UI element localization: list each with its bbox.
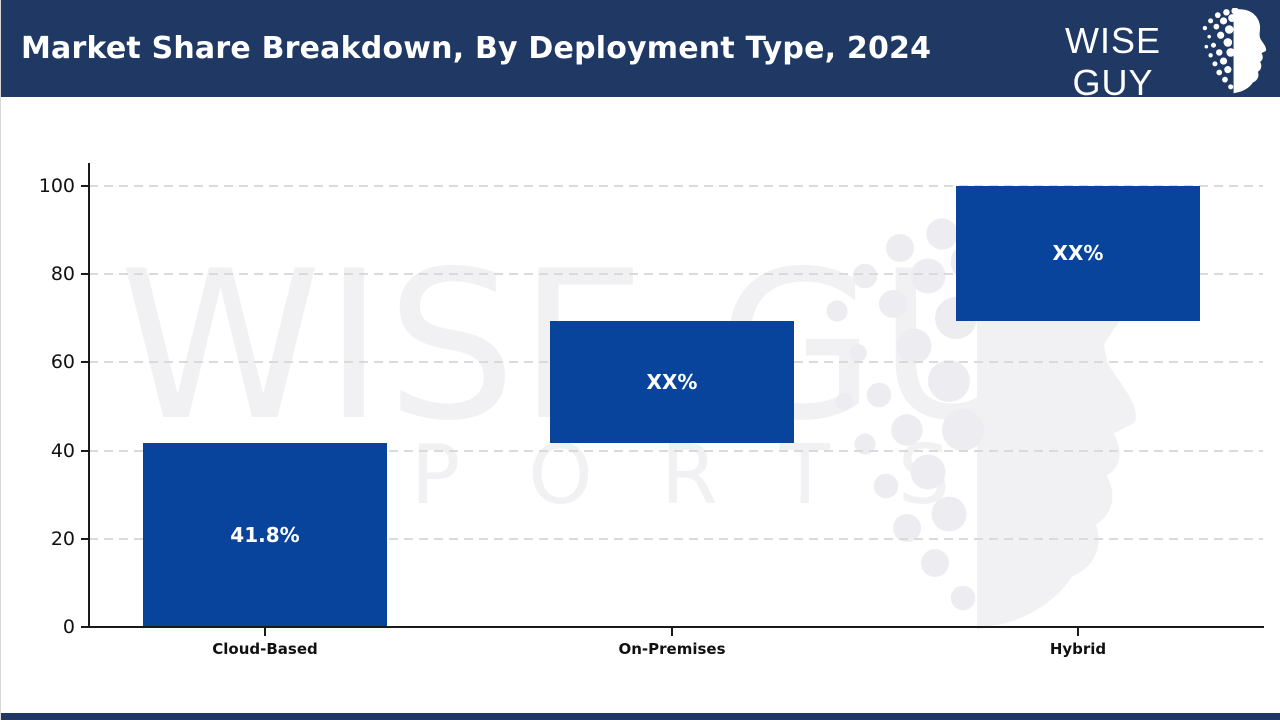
x-category-label: Hybrid	[1049, 640, 1107, 658]
gridline	[89, 449, 1263, 452]
x-tick-mark	[671, 628, 673, 636]
bar-value-label: 41.8%	[230, 522, 300, 547]
bar-segment: 41.8%	[143, 442, 387, 627]
logo-face-icon	[1202, 8, 1267, 94]
x-category-label: Cloud-Based	[212, 640, 318, 658]
logo-text: WISE GUY REPORTS	[1023, 20, 1203, 121]
chart-title: Market Share Breakdown, By Deployment Ty…	[21, 31, 932, 66]
header: Market Share Breakdown, By Deployment Ty…	[1, 0, 1280, 121]
y-tick-mark	[81, 273, 89, 276]
bar-value-label: XX%	[646, 369, 698, 394]
gridline	[89, 537, 1263, 540]
y-tick-label: 0	[62, 616, 75, 638]
y-tick-label: 80	[50, 263, 75, 286]
plot-area: WISE GUY REPORTS 0 20 40 60 80 100 41.8% Cloud-…	[1, 97, 1280, 713]
y-tick-mark	[81, 537, 89, 540]
bar-value-label: XX%	[1052, 241, 1104, 266]
gridline	[89, 185, 1263, 187]
y-tick-label: 60	[50, 351, 75, 374]
y-tick-label: 40	[50, 439, 75, 462]
y-tick-label: 20	[50, 527, 75, 550]
x-category-label: On-Premises	[618, 640, 726, 658]
x-tick-mark	[264, 628, 266, 636]
wise-guy-logo: WISE GUY REPORTS	[1023, 4, 1273, 121]
x-axis-line	[88, 626, 1264, 628]
y-tick-mark	[81, 185, 89, 187]
bar-segment: XX%	[550, 320, 794, 443]
y-tick-mark	[81, 361, 89, 364]
logo-wordmark: WISE GUY	[1064, 20, 1161, 103]
bar-segment: XX%	[956, 186, 1200, 321]
x-tick-mark	[1077, 628, 1079, 636]
gridline	[89, 273, 1263, 276]
y-tick-mark	[81, 449, 89, 452]
logo-subtitle: REPORTS	[1050, 105, 1182, 121]
y-axis-line	[88, 163, 90, 628]
footer-bar	[1, 713, 1280, 720]
y-tick-label: 100	[38, 175, 75, 197]
y-tick-mark	[81, 626, 89, 628]
